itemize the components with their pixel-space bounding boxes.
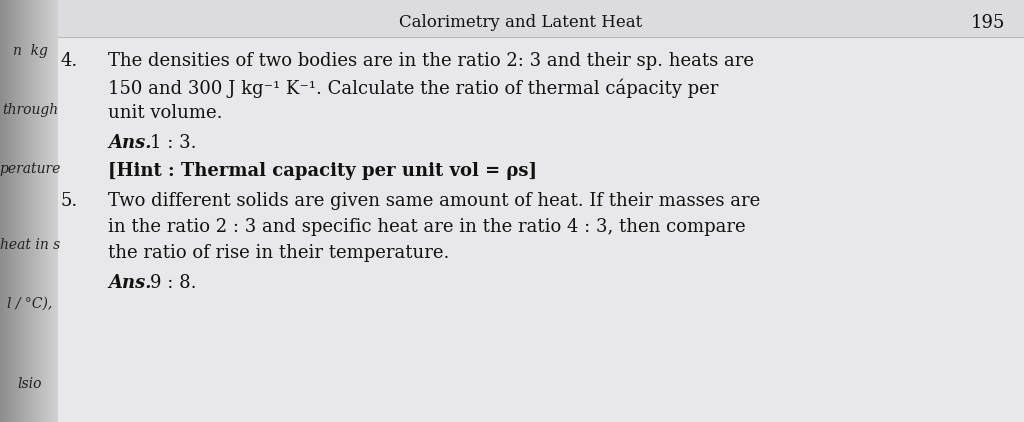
Text: 4.: 4. <box>60 52 78 70</box>
Text: l / °C),: l / °C), <box>7 297 52 311</box>
FancyBboxPatch shape <box>58 0 1024 38</box>
Text: Ans.: Ans. <box>108 134 152 152</box>
Text: 5.: 5. <box>60 192 78 210</box>
Text: heat in s: heat in s <box>0 238 60 252</box>
Text: n  kg: n kg <box>12 43 47 58</box>
Text: unit volume.: unit volume. <box>108 104 222 122</box>
Text: perature: perature <box>0 162 60 176</box>
Text: 195: 195 <box>971 14 1005 32</box>
Text: the ratio of rise in their temperature.: the ratio of rise in their temperature. <box>108 244 450 262</box>
Text: Two different solids are given same amount of heat. If their masses are: Two different solids are given same amou… <box>108 192 760 210</box>
Text: The densities of two bodies are in the ratio 2: 3 and their sp. heats are: The densities of two bodies are in the r… <box>108 52 754 70</box>
Text: lsio: lsio <box>17 377 42 391</box>
Text: Ans.: Ans. <box>108 274 152 292</box>
Text: in the ratio 2 : 3 and specific heat are in the ratio 4 : 3, then compare: in the ratio 2 : 3 and specific heat are… <box>108 218 745 236</box>
Text: 150 and 300 J kg⁻¹ K⁻¹. Calculate the ratio of thermal cápacity per: 150 and 300 J kg⁻¹ K⁻¹. Calculate the ra… <box>108 78 719 97</box>
Text: 1 : 3.: 1 : 3. <box>150 134 197 152</box>
Text: Calorimetry and Latent Heat: Calorimetry and Latent Heat <box>399 14 643 31</box>
Text: [Hint : Thermal capacity per unit vol = ρs]: [Hint : Thermal capacity per unit vol = … <box>108 162 537 180</box>
Text: 9 : 8.: 9 : 8. <box>150 274 197 292</box>
FancyBboxPatch shape <box>58 0 1024 422</box>
Text: through: through <box>2 103 58 117</box>
